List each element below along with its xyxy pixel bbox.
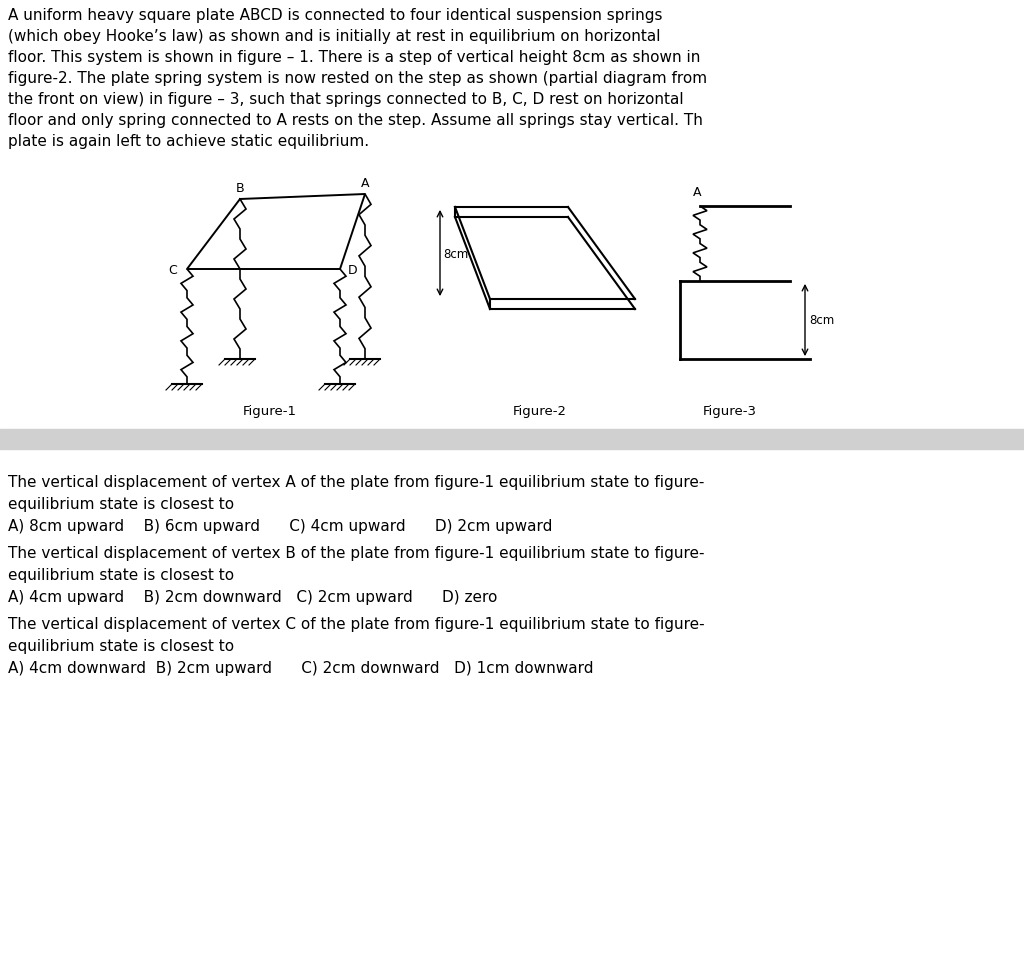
Text: figure-2. The plate spring system is now rested on the step as shown (partial di: figure-2. The plate spring system is now…: [8, 71, 708, 86]
Text: floor and only spring connected to A rests on the step. Assume all springs stay : floor and only spring connected to A res…: [8, 112, 702, 128]
Text: equilibrium state is closest to: equilibrium state is closest to: [8, 639, 234, 653]
Text: 8cm: 8cm: [809, 314, 835, 328]
Text: Figure-3: Figure-3: [703, 405, 757, 418]
Text: A) 4cm upward    B) 2cm downward   C) 2cm upward      D) zero: A) 4cm upward B) 2cm downward C) 2cm upw…: [8, 590, 498, 604]
Text: The vertical displacement of vertex A of the plate from figure-1 equilibrium sta: The vertical displacement of vertex A of…: [8, 474, 705, 490]
Text: A: A: [360, 177, 370, 190]
Text: (which obey Hooke’s law) as shown and is initially at rest in equilibrium on hor: (which obey Hooke’s law) as shown and is…: [8, 29, 660, 44]
Text: the front on view) in figure – 3, such that springs connected to B, C, D rest on: the front on view) in figure – 3, such t…: [8, 92, 684, 107]
Text: A: A: [693, 186, 701, 199]
Text: equilibrium state is closest to: equilibrium state is closest to: [8, 497, 234, 511]
Text: D: D: [348, 263, 357, 276]
Text: 8cm: 8cm: [443, 247, 468, 260]
Text: The vertical displacement of vertex C of the plate from figure-1 equilibrium sta: The vertical displacement of vertex C of…: [8, 616, 705, 632]
Text: equilibrium state is closest to: equilibrium state is closest to: [8, 567, 234, 583]
Text: B: B: [236, 182, 245, 195]
Text: A uniform heavy square plate ABCD is connected to four identical suspension spri: A uniform heavy square plate ABCD is con…: [8, 8, 663, 22]
Text: Figure-2: Figure-2: [513, 405, 567, 418]
Text: plate is again left to achieve static equilibrium.: plate is again left to achieve static eq…: [8, 134, 369, 149]
Text: A) 8cm upward    B) 6cm upward      C) 4cm upward      D) 2cm upward: A) 8cm upward B) 6cm upward C) 4cm upwar…: [8, 518, 552, 533]
Text: A) 4cm downward  B) 2cm upward      C) 2cm downward   D) 1cm downward: A) 4cm downward B) 2cm upward C) 2cm dow…: [8, 660, 594, 676]
Text: C: C: [168, 263, 177, 276]
Text: Figure-1: Figure-1: [243, 405, 297, 418]
Text: The vertical displacement of vertex B of the plate from figure-1 equilibrium sta: The vertical displacement of vertex B of…: [8, 546, 705, 560]
Text: floor. This system is shown in figure – 1. There is a step of vertical height 8c: floor. This system is shown in figure – …: [8, 50, 700, 65]
